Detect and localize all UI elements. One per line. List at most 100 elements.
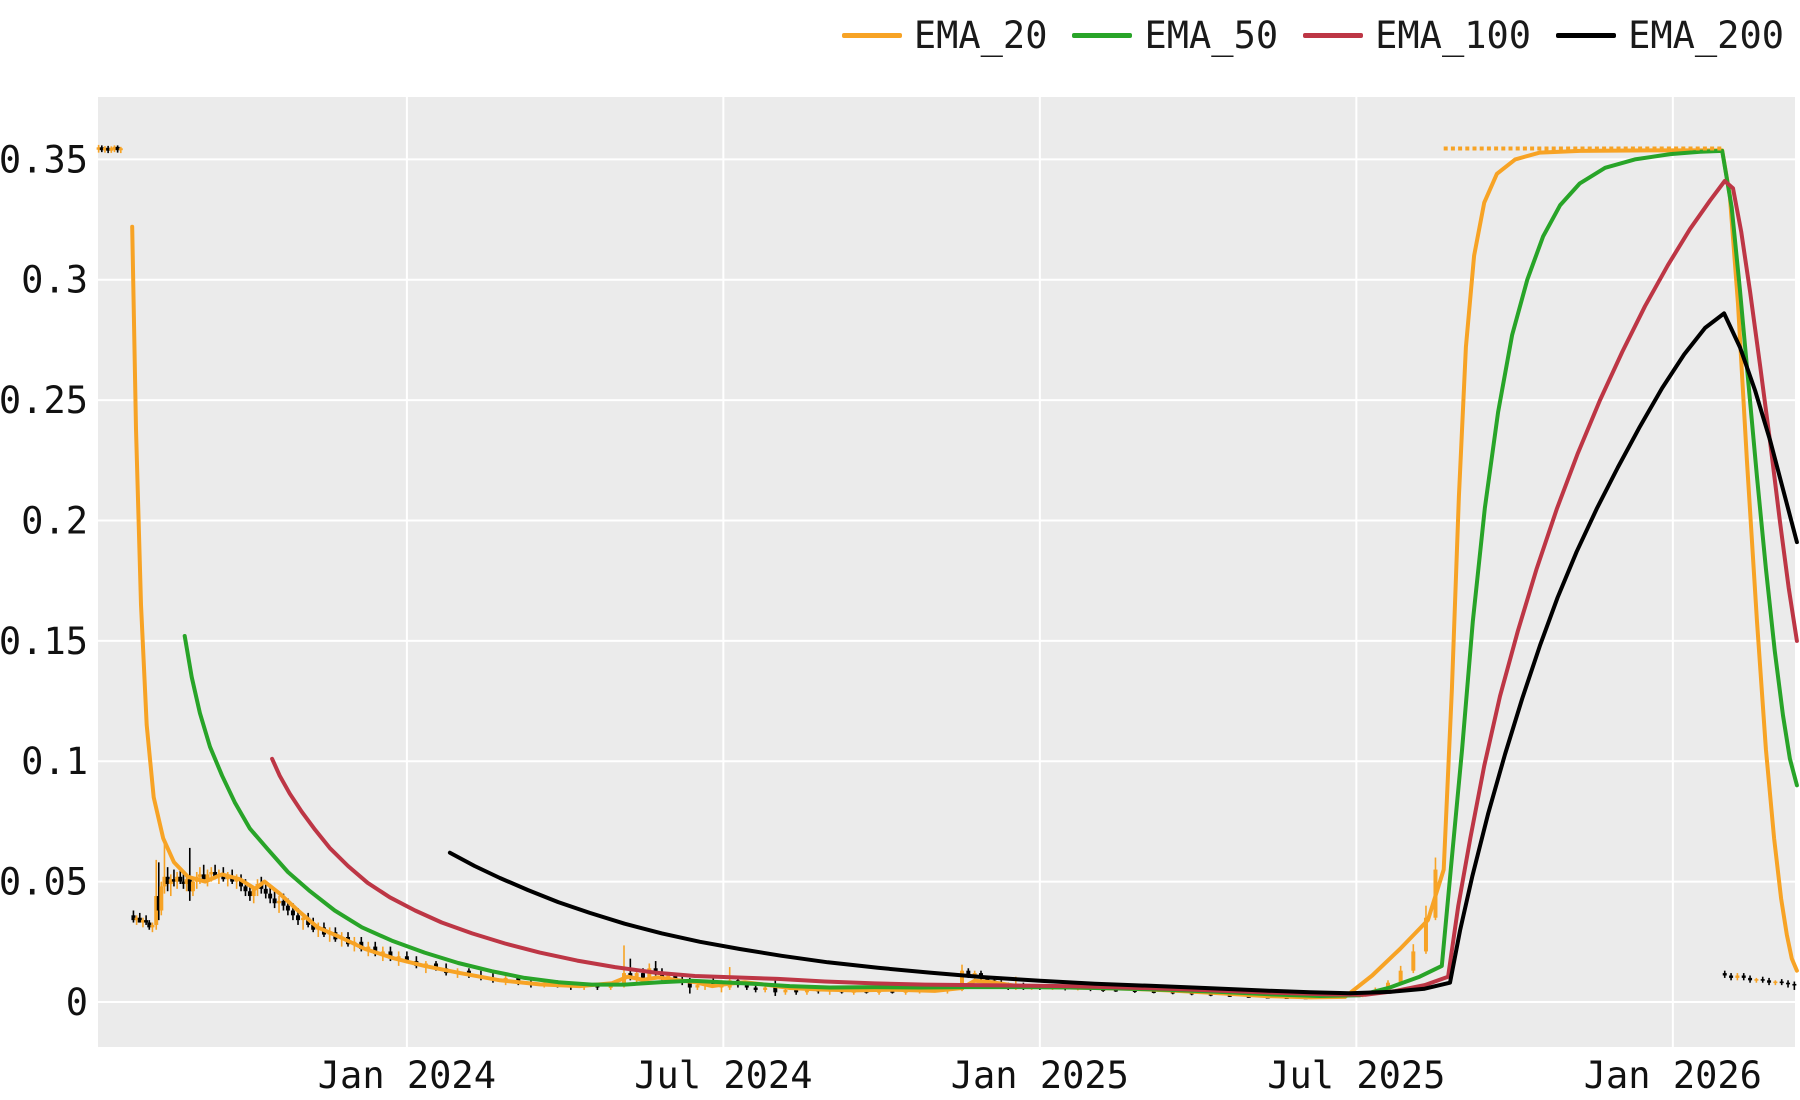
down-candle-body [1101, 989, 1106, 992]
down-candle-body [263, 888, 268, 894]
x-tick-label: Jan 2026 [1584, 1054, 1762, 1097]
y-tick-label: 0.1 [21, 740, 88, 783]
x-tick-label: Jan 2024 [318, 1054, 496, 1097]
plot-background [98, 97, 1795, 1047]
up-candle-body [1735, 975, 1740, 978]
down-candle-body [272, 898, 277, 904]
legend-label: EMA_100 [1375, 13, 1532, 57]
legend-item-EMA_100: EMA_100 [1303, 14, 1531, 57]
up-candle-body [695, 985, 700, 988]
down-candle-body [1151, 991, 1156, 993]
down-candle-body [687, 982, 692, 988]
up-candle-body [190, 881, 195, 892]
up-candle-body [960, 970, 965, 990]
x-tick-labels: Jan 2024 Jul 2024 Jan 2025 Jul 2025 Jan 2026 [318, 1054, 1762, 1097]
up-candle-body [666, 975, 671, 978]
down-candle-body [1208, 994, 1213, 996]
down-candle-body [1748, 977, 1753, 981]
down-candle-body [1760, 979, 1765, 981]
down-candle-body [1132, 990, 1137, 993]
y-tick-label: 0.35 [0, 138, 88, 181]
down-candle-body [247, 891, 252, 897]
down-candle-body [966, 970, 971, 976]
down-candle-body [268, 893, 273, 899]
down-candle-body [156, 896, 161, 911]
gridlines [98, 97, 1795, 1047]
down-candle-body [1170, 991, 1175, 994]
up-candle-body [197, 874, 202, 877]
down-candle-body [1786, 982, 1791, 985]
up-candle-body [1398, 970, 1403, 983]
up-candle-body [366, 946, 371, 950]
down-candle-body [794, 989, 799, 993]
down-candle-body [1113, 989, 1118, 992]
up-candle-body [209, 871, 214, 875]
up-candle-body [1423, 917, 1428, 952]
x-tick-label: Jan 2025 [951, 1054, 1129, 1097]
down-candle-body [659, 973, 664, 978]
up-candle-body [396, 956, 401, 959]
up-candle-body [102, 147, 107, 151]
down-candle-body [171, 879, 176, 882]
up-candle-body [140, 920, 145, 923]
x-tick-label: Jul 2024 [634, 1054, 812, 1097]
down-candle-body [115, 146, 120, 151]
down-candle-body [640, 973, 645, 978]
down-candle-body [744, 985, 749, 988]
legend-label: EMA_50 [1144, 13, 1279, 57]
legend-line-icon [1303, 32, 1364, 38]
down-candle-body [434, 963, 439, 969]
up-candle-body [1411, 951, 1416, 971]
up-candle-body [783, 989, 788, 993]
ema-20-line [130, 148, 1799, 1000]
down-candle-body [1227, 995, 1232, 997]
down-candle-body [187, 879, 192, 892]
legend-label: EMA_20 [913, 13, 1048, 57]
up-candle-body [175, 876, 180, 882]
down-candle-body [1729, 975, 1734, 978]
down-candle-body [290, 910, 295, 916]
down-candle-body [137, 917, 142, 923]
up-candle-body [150, 924, 155, 928]
down-candle-body [281, 900, 286, 906]
down-candle-body [239, 879, 244, 887]
x-tick-label: Jul 2025 [1267, 1054, 1445, 1097]
down-candle-body [285, 905, 290, 911]
y-tick-label: 0.15 [0, 620, 88, 663]
down-candle-body [388, 951, 393, 959]
down-candle-body [1741, 975, 1746, 978]
down-candle-body [99, 147, 104, 151]
down-candle-body [311, 924, 316, 930]
down-candle-body [131, 915, 136, 921]
down-candle-body [106, 147, 111, 151]
up-candle-body [162, 876, 167, 887]
y-tick-label: 0.05 [0, 861, 88, 904]
up-candle-body [168, 879, 173, 885]
y-tick-labels: 0 0.05 0.1 0.15 0.2 0.25 0.3 0.35 [0, 138, 88, 1024]
up-candle-body [112, 146, 117, 150]
up-candle-body [972, 973, 977, 976]
up-candle-body [763, 987, 768, 990]
up-candle-body [184, 879, 189, 885]
down-candle-body [1792, 983, 1797, 986]
down-candle-body [1767, 980, 1772, 983]
legend-line-icon [1556, 32, 1617, 38]
up-candle-body [277, 900, 282, 904]
down-candle-body [201, 874, 206, 880]
up-candle-body [154, 896, 159, 925]
down-candle-body [243, 886, 248, 892]
up-candle-body [96, 147, 101, 150]
up-candle-body [109, 148, 114, 151]
chart-legend: EMA_20 EMA_50 EMA_100 EMA_200 [841, 8, 1784, 62]
down-candle-body [178, 876, 183, 882]
up-candle-body [804, 989, 809, 993]
down-candle-body [773, 987, 778, 993]
down-candle-body [181, 881, 186, 885]
y-tick-label: 0.2 [21, 499, 88, 542]
legend-line-icon [841, 32, 902, 38]
y-tick-label: 0.25 [0, 379, 88, 422]
up-candle-body [608, 986, 613, 988]
down-candle-body [1722, 973, 1727, 976]
